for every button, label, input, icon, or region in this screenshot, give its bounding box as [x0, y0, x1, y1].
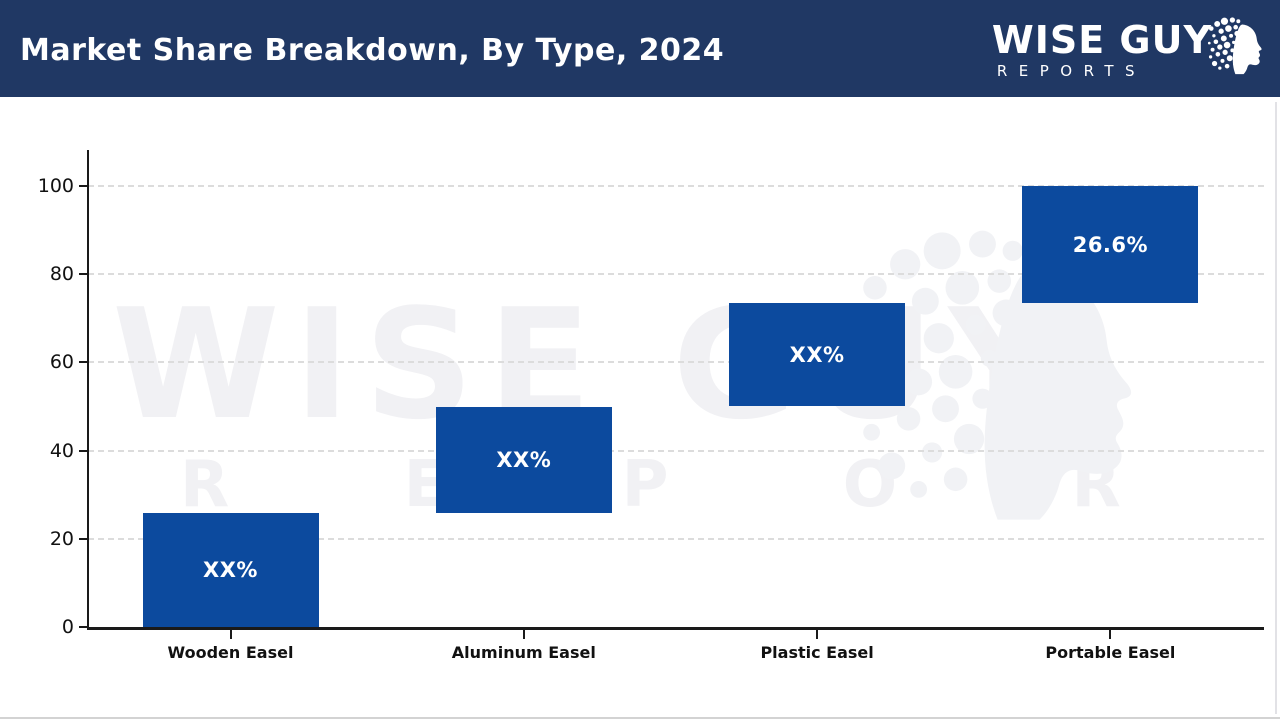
figure-bottom-border	[0, 717, 1280, 719]
y-tick-label: 20	[49, 527, 74, 550]
gridline	[88, 361, 1264, 364]
header-banner: Market Share Breakdown, By Type, 2024 WI…	[0, 0, 1280, 97]
y-tick-mark	[79, 449, 88, 452]
figure: WISE GUY R E P O R T S 020406080100XX%Wo…	[0, 97, 1280, 720]
gridline	[88, 537, 1264, 540]
y-tick-mark	[79, 361, 88, 364]
y-tick-mark	[79, 537, 88, 540]
page-title: Market Share Breakdown, By Type, 2024	[20, 33, 725, 68]
dotted-head-icon	[1207, 17, 1262, 75]
y-tick-label: 60	[49, 351, 74, 374]
y-tick-label: 0	[61, 616, 74, 638]
x-tick-mark	[816, 630, 819, 639]
bar-value-label: XX%	[203, 558, 258, 583]
logo-subtitle: REPORTS	[996, 62, 1147, 80]
bar-value-label: XX%	[789, 342, 845, 367]
x-tick-mark	[229, 630, 232, 639]
logo-text: WISE GUY REPORTS	[992, 21, 1212, 79]
y-tick-label: 40	[49, 439, 74, 462]
gridline	[88, 273, 1264, 276]
y-tick-mark	[79, 273, 88, 276]
bar-portable-easel: 26.6%	[1022, 186, 1199, 304]
bar-aluminum-easel: XX%	[435, 406, 612, 514]
x-category-label: Plastic Easel	[760, 643, 874, 662]
x-category-label: Portable Easel	[1045, 643, 1176, 662]
bar-value-label: 26.6%	[1072, 232, 1149, 257]
y-tick-label: 80	[49, 263, 74, 286]
plot-right-border	[1275, 102, 1277, 714]
bar-wooden-easel: XX%	[142, 513, 319, 627]
logo-wordmark: WISE GUY	[991, 18, 1212, 62]
x-category-label: Wooden Easel	[167, 643, 294, 662]
gridline	[88, 185, 1264, 187]
x-axis-line	[87, 627, 1264, 630]
y-axis-line	[86, 150, 89, 629]
y-tick-label: 100	[37, 175, 74, 197]
x-tick-mark	[522, 630, 525, 639]
y-tick-mark	[79, 185, 88, 187]
bar-plastic-easel: XX%	[729, 303, 906, 407]
bar-value-label: XX%	[496, 447, 552, 472]
x-tick-mark	[1109, 630, 1112, 639]
y-tick-mark	[79, 626, 88, 628]
wise-guy-reports-logo: WISE GUY REPORTS	[992, 8, 1270, 92]
x-category-label: Aluminum Easel	[451, 643, 596, 662]
gridline	[88, 449, 1264, 452]
